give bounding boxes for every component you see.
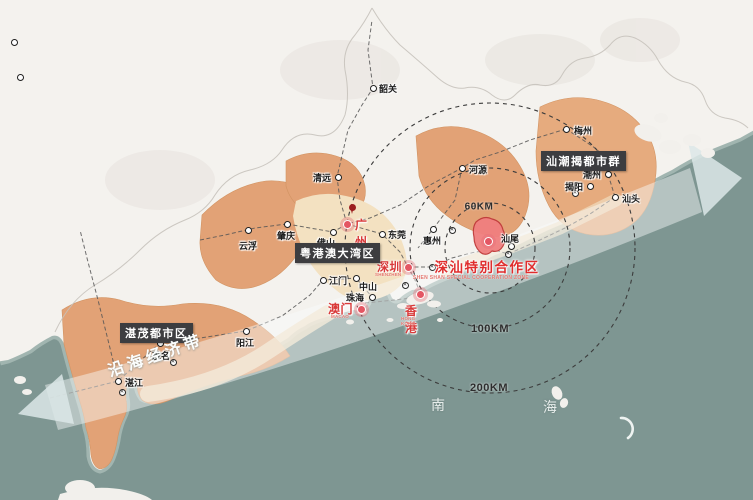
city-dot [507, 242, 515, 250]
city-dot [604, 170, 612, 178]
major-city-label: 澳门 [328, 302, 354, 316]
city-dot [283, 220, 291, 228]
major-city-label: 深圳 [377, 260, 403, 274]
city-dot [114, 377, 122, 385]
major-city-sublabel: MACAO [331, 314, 349, 319]
major-city-dot [356, 304, 366, 314]
region-heyuan-huizhou [415, 126, 530, 237]
pin-tip [350, 210, 353, 214]
region-box-zhanmao: 湛茂都市区 [120, 323, 193, 343]
region-box-greater-bay-area: 粤港澳大湾区 [295, 243, 380, 263]
major-city-sublabel: SHENZHEN [375, 272, 402, 277]
belt-arrow-left [18, 374, 74, 424]
city-dot [611, 193, 619, 201]
ring-label-60km: 60KM [464, 201, 494, 213]
city-dot [352, 274, 360, 282]
ring-100km [409, 167, 571, 329]
city-label: 汕尾 [501, 234, 520, 244]
ring-200km [344, 102, 636, 394]
shenshan-zone-shape [472, 216, 506, 255]
city-label: 阳江 [236, 338, 255, 348]
city-dot [329, 228, 337, 236]
station-marker: ✕ [169, 358, 177, 366]
city-dot [244, 226, 252, 234]
sea-label-nan: 南 [431, 397, 446, 413]
city-label: 惠州 [423, 236, 442, 246]
city-label: 茂名 [152, 351, 171, 361]
ring-60km [444, 202, 536, 294]
city-dot [16, 73, 24, 81]
region-box-shanchaojie: 汕潮揭都市群 [541, 151, 626, 171]
ring-label-100km: 100KM [471, 323, 509, 335]
pin-head [348, 204, 356, 211]
city-dot [562, 125, 570, 133]
city-label: 揭阳 [565, 182, 584, 192]
major-city-dot [415, 289, 425, 299]
station-marker: ✕ [571, 189, 579, 197]
city-label: 清远 [313, 173, 332, 183]
major-city-label: 香港 [405, 304, 418, 335]
station-marker: ✕ [428, 263, 436, 271]
city-label: 潮州 [583, 170, 602, 180]
city-dot [10, 38, 18, 46]
ring-label-200km: 200KM [470, 382, 508, 394]
city-label: 珠海 [346, 293, 365, 303]
station-marker: ✕ [401, 281, 409, 289]
city-dot [319, 276, 327, 284]
city-label: 韶关 [379, 84, 398, 94]
city-dot [586, 182, 594, 190]
major-city-dot [342, 219, 352, 229]
city-label: 云浮 [239, 241, 258, 251]
city-dot [368, 293, 376, 301]
city-label: 中山 [359, 282, 378, 292]
moon-crescent [619, 416, 634, 440]
station-marker: ✕ [448, 226, 456, 234]
major-city-sublabel: HONG KONG [401, 316, 416, 326]
city-dot [242, 327, 250, 335]
city-dot [369, 84, 377, 92]
city-dot [458, 164, 466, 172]
shenshan-zone-label: 深汕特别合作区 [434, 260, 540, 275]
major-city-dot [483, 236, 493, 246]
city-label: 湛江 [125, 378, 144, 388]
city-dot [429, 225, 437, 233]
belt-arrow-right [688, 142, 742, 216]
sea-label-hai: 海 [543, 399, 558, 415]
city-label: 江门 [329, 276, 348, 286]
city-label: 汕头 [622, 194, 641, 204]
station-marker: ✕ [118, 388, 126, 396]
distance-rings [344, 102, 636, 394]
station-marker: ✕ [504, 250, 512, 258]
shenshan-zone-sublabel: SHEN SHAN SPECIAL COOPERATION ZONE [412, 275, 530, 281]
city-dot [378, 230, 386, 238]
city-label: 梅州 [574, 126, 593, 136]
province-border [54, 7, 749, 333]
coastal-strip-west [140, 305, 336, 402]
city-label: 河源 [469, 165, 488, 175]
terrain-shading [105, 18, 680, 210]
city-label: 东莞 [388, 230, 407, 240]
city-label: 肇庆 [277, 231, 296, 241]
major-city-dot [403, 262, 413, 272]
city-dot [334, 173, 342, 181]
